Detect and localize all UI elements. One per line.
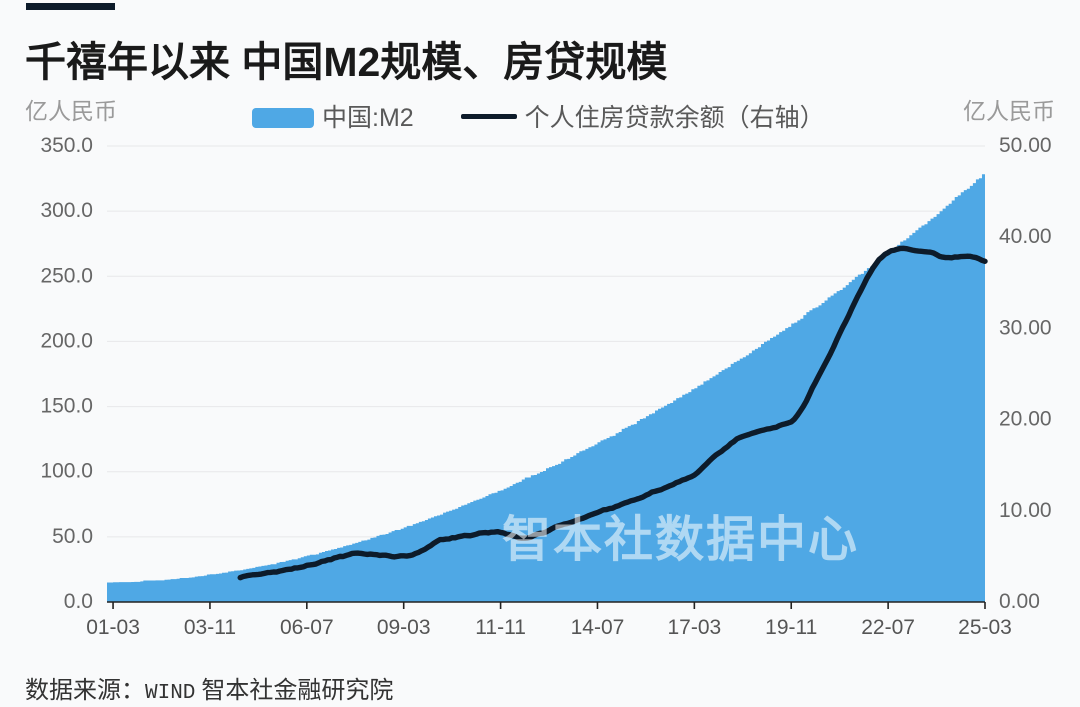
svg-text:250.0: 250.0 [40,264,93,287]
svg-text:19-11: 19-11 [765,616,817,639]
svg-text:11-11: 11-11 [475,616,526,639]
svg-text:22-07: 22-07 [861,616,915,639]
svg-text:150.0: 150.0 [40,395,93,418]
svg-text:10.00: 10.00 [999,499,1052,522]
svg-text:40.00: 40.00 [999,225,1052,248]
svg-text:25-03: 25-03 [958,616,1012,639]
svg-text:17-03: 17-03 [667,616,721,639]
svg-text:50.00: 50.00 [999,134,1052,157]
svg-text:100.0: 100.0 [40,460,93,483]
svg-text:03-11: 03-11 [184,616,236,639]
svg-text:06-07: 06-07 [280,616,334,639]
svg-text:01-03: 01-03 [86,616,140,639]
svg-text:50.0: 50.0 [52,525,93,548]
svg-text:300.0: 300.0 [40,199,93,222]
svg-text:14-07: 14-07 [571,616,625,639]
svg-text:30.00: 30.00 [999,316,1052,339]
svg-text:200.0: 200.0 [40,329,93,352]
svg-text:09-03: 09-03 [377,616,431,639]
svg-text:350.0: 350.0 [40,134,93,157]
svg-text:0.0: 0.0 [64,590,93,613]
svg-text:0.00: 0.00 [999,590,1040,613]
svg-text:20.00: 20.00 [999,408,1052,431]
